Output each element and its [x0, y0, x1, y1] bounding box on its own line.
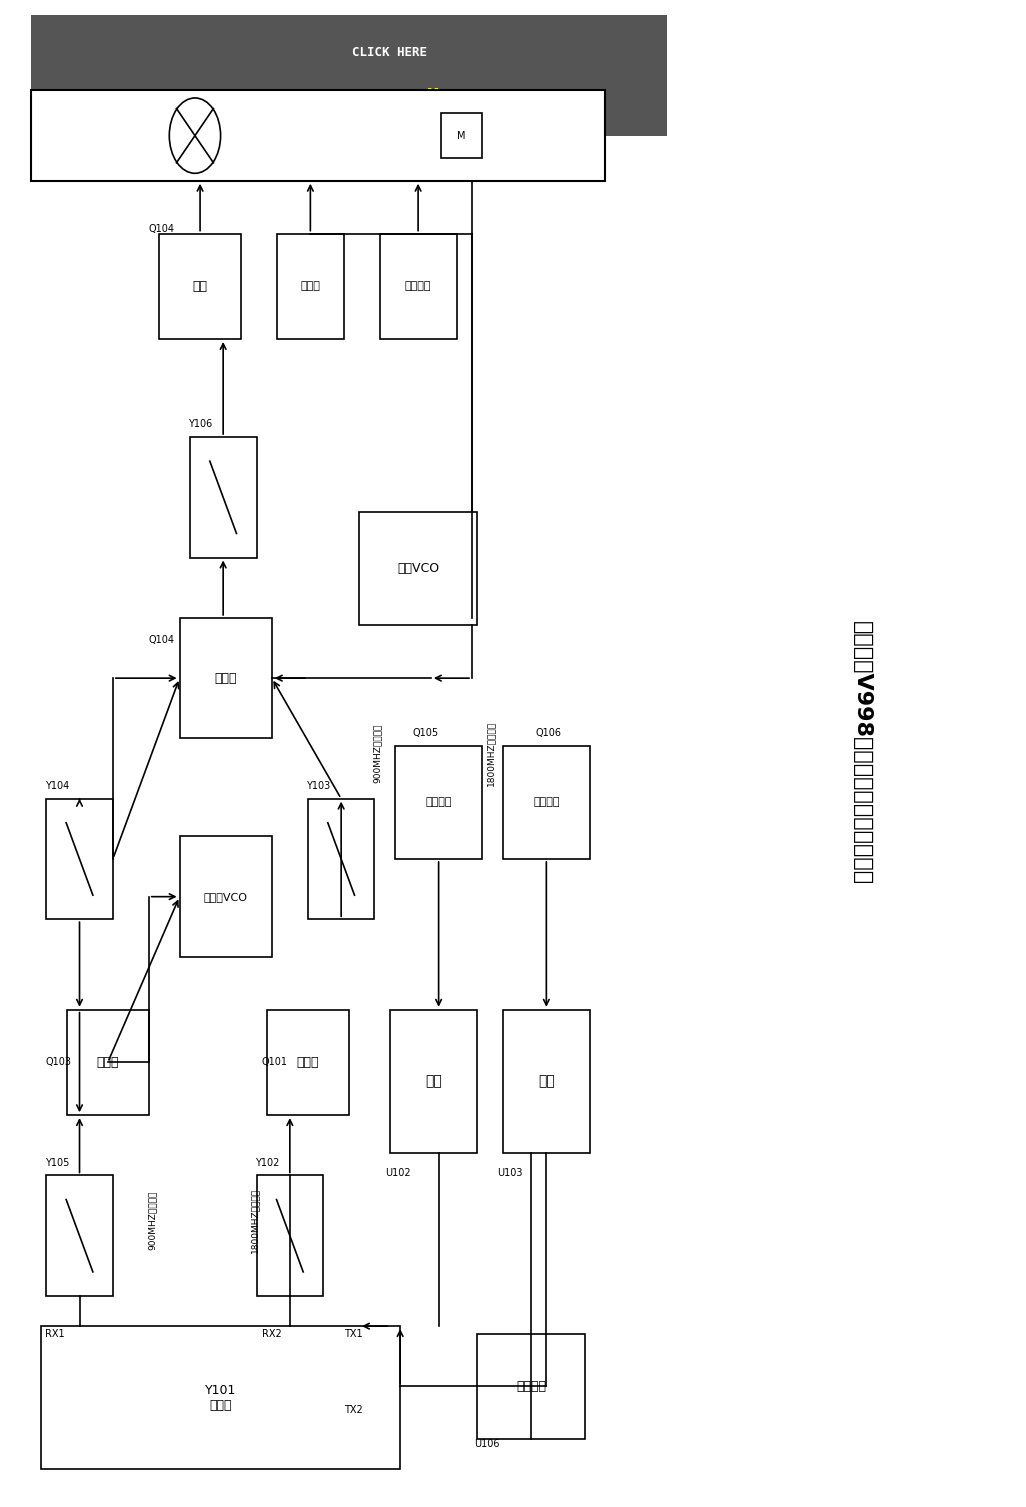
- Bar: [277, 234, 344, 339]
- Bar: [31, 15, 667, 136]
- Text: 900MHZ接收通道: 900MHZ接收通道: [148, 1191, 156, 1251]
- Text: 三本振: 三本振: [301, 282, 320, 291]
- Text: Y103: Y103: [306, 781, 330, 791]
- Text: RX1: RX1: [45, 1329, 65, 1340]
- Text: RX2: RX2: [262, 1329, 281, 1340]
- Text: Y102: Y102: [255, 1157, 280, 1168]
- Circle shape: [169, 98, 221, 173]
- Bar: [190, 437, 256, 558]
- Text: Q105: Q105: [412, 728, 439, 738]
- Text: 前量放大: 前量放大: [534, 797, 559, 808]
- Text: Q103: Q103: [45, 1058, 71, 1067]
- Text: Y106: Y106: [188, 419, 212, 429]
- Text: Y104: Y104: [45, 781, 70, 791]
- Bar: [359, 512, 477, 625]
- Bar: [180, 618, 272, 738]
- Text: Y101
合路器: Y101 合路器: [205, 1383, 236, 1412]
- Text: 1800MHZ发射通道: 1800MHZ发射通道: [486, 720, 495, 787]
- Text: U102: U102: [385, 1168, 410, 1178]
- Text: Q101: Q101: [262, 1058, 287, 1067]
- Text: Q104: Q104: [149, 636, 174, 645]
- Bar: [503, 746, 590, 859]
- Text: 高放管: 高放管: [297, 1056, 319, 1068]
- Bar: [380, 234, 457, 339]
- Bar: [477, 1334, 585, 1439]
- Text: 1800MHZ接收通道: 1800MHZ接收通道: [250, 1188, 259, 1254]
- Text: Q104: Q104: [149, 223, 174, 234]
- Bar: [41, 1326, 400, 1469]
- Text: 发射中频: 发射中频: [405, 282, 431, 291]
- Text: 混频管: 混频管: [214, 672, 237, 684]
- Text: 发射VCO: 发射VCO: [397, 562, 439, 576]
- Text: U103: U103: [498, 1168, 523, 1178]
- Bar: [67, 1010, 149, 1115]
- Text: U106: U106: [474, 1439, 500, 1450]
- Text: 高放管: 高放管: [96, 1056, 119, 1068]
- Text: TX1: TX1: [344, 1329, 362, 1340]
- Bar: [390, 1010, 477, 1153]
- Bar: [46, 1175, 113, 1296]
- Text: 功率控制: 功率控制: [516, 1380, 546, 1392]
- Bar: [256, 1175, 323, 1296]
- Text: Q106: Q106: [536, 728, 562, 738]
- Text: M: M: [458, 131, 466, 140]
- Text: CLICK HERE: CLICK HERE: [352, 47, 428, 59]
- Bar: [308, 799, 374, 919]
- Text: 功放: 功放: [538, 1074, 555, 1088]
- Bar: [395, 746, 482, 859]
- Text: 功放: 功放: [425, 1074, 442, 1088]
- Bar: [159, 234, 241, 339]
- Text: For Details: For Details: [330, 89, 449, 107]
- Text: U101: U101: [39, 121, 49, 151]
- Bar: [180, 836, 272, 957]
- Text: 摩托罗拉V998双频手机射频部分方框图: 摩托罗拉V998双频手机射频部分方框图: [852, 621, 872, 886]
- Text: 一本振VCO: 一本振VCO: [204, 892, 247, 901]
- Text: 前量放大: 前量放大: [426, 797, 451, 808]
- Bar: [503, 1010, 590, 1153]
- Text: 900MHZ发射通道: 900MHZ发射通道: [373, 723, 382, 784]
- Text: 中放: 中放: [193, 280, 207, 292]
- Bar: [441, 113, 482, 158]
- Text: TX2: TX2: [344, 1405, 362, 1415]
- Bar: [46, 799, 113, 919]
- Bar: [267, 1010, 349, 1115]
- Bar: [31, 90, 605, 181]
- Text: Y105: Y105: [45, 1157, 70, 1168]
